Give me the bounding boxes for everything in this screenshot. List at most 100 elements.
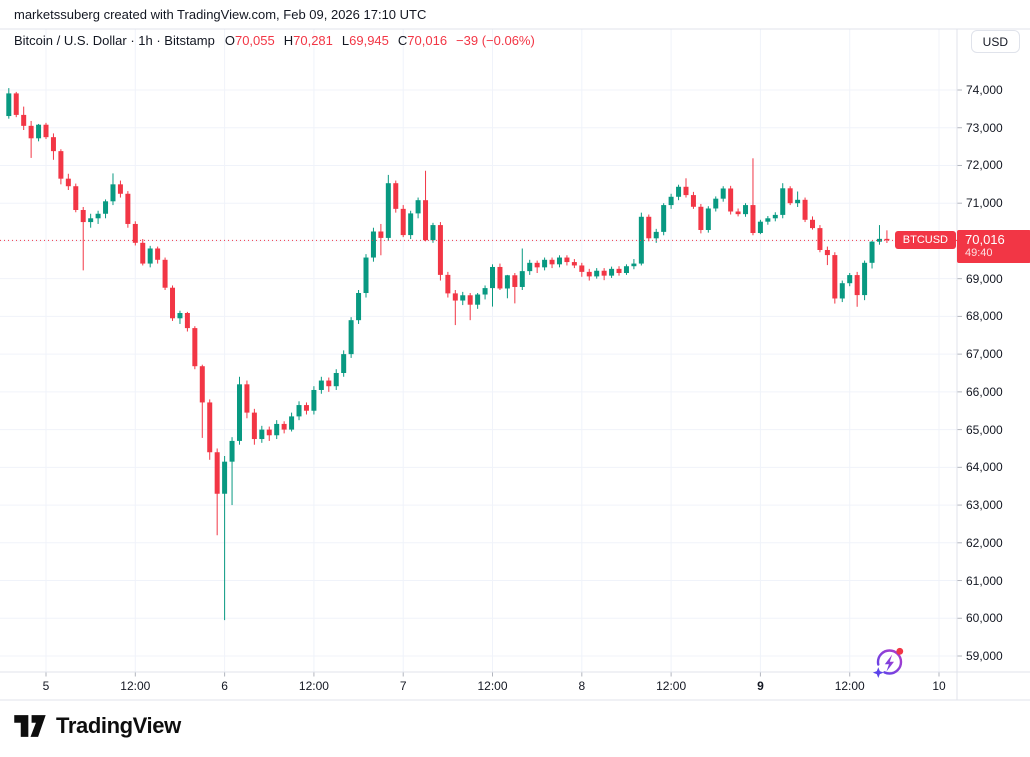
candle-body (527, 262, 533, 272)
candle-body (95, 213, 101, 219)
candle-body (616, 268, 622, 274)
candle-body (311, 389, 317, 411)
high-value: 70,281 (293, 33, 333, 48)
candle-body (772, 214, 778, 219)
price-tick-label: 68,000 (966, 309, 1003, 324)
candle-body (58, 151, 64, 179)
candle-body (348, 320, 354, 355)
time-axis[interactable]: 5 12:00 6 12:00 7 12:00 8 12:00 9 12:00 10 (0, 672, 957, 700)
candle-body (318, 380, 324, 390)
candle-body (229, 440, 235, 462)
candle-body (467, 295, 473, 305)
time-tick-label: 12:00 (298, 679, 329, 693)
candle-body (36, 124, 42, 139)
candle-body (363, 257, 369, 294)
candle-body (765, 218, 771, 222)
candle-body (824, 249, 830, 256)
candle-body (728, 188, 734, 212)
time-tick-label: 12:00 (656, 679, 687, 693)
candle-body (147, 248, 153, 264)
candle-body (802, 199, 808, 220)
price-tick-label: 60,000 (966, 611, 1003, 626)
candle-body (780, 188, 786, 215)
candle-body (251, 412, 257, 440)
candle-body (65, 178, 71, 187)
candle-body (490, 266, 496, 289)
candle-body (192, 328, 198, 367)
candle-body (88, 218, 94, 223)
candle-body (854, 275, 860, 296)
candle-body (73, 186, 79, 210)
price-tick-label: 63,000 (966, 498, 1003, 513)
candle-body (170, 287, 176, 319)
candle-body (103, 201, 109, 214)
candle-body (534, 262, 540, 268)
candle-body (140, 242, 146, 264)
price-tick-label: 71,000 (966, 196, 1003, 211)
candle-body (571, 262, 577, 266)
candle-body (601, 270, 607, 276)
candle-body (437, 225, 443, 275)
time-tick-label: 12:00 (120, 679, 151, 693)
candle-body (884, 238, 890, 241)
candle-body (341, 354, 347, 373)
candle-body (222, 461, 228, 494)
candle-body (757, 221, 763, 234)
time-tick-label: 12:00 (834, 679, 865, 693)
candle-body (638, 216, 644, 264)
candle-body (207, 402, 213, 453)
last-price-label: 70,016 49:40 (957, 230, 1030, 264)
candle-body (28, 125, 34, 139)
currency-toggle-button[interactable]: USD (970, 30, 1020, 53)
candle-body (259, 429, 265, 440)
candle-body (661, 205, 667, 232)
candle-body (832, 255, 838, 299)
price-axis[interactable]: 74,00073,00072,00071,00070,00069,00068,0… (957, 29, 1030, 672)
candle-body (713, 198, 719, 209)
candle-body (690, 195, 696, 207)
candle-body (385, 183, 391, 238)
candle-body (452, 293, 458, 301)
candle-body (333, 373, 339, 387)
candle-body (430, 225, 436, 241)
candle-body (817, 228, 823, 250)
chart-legend: Bitcoin / U.S. Dollar · 1h · Bitstamp O 70… (14, 33, 535, 48)
tradingview-footer-link[interactable]: TradingView (14, 713, 181, 739)
candle-body (296, 405, 302, 417)
candle-body (378, 231, 384, 238)
symbol-title[interactable]: Bitcoin / U.S. Dollar · 1h · Bitstamp (14, 33, 215, 48)
candle-body (460, 295, 466, 301)
candle-body (214, 452, 220, 494)
candle-body (13, 93, 19, 115)
time-tick-label: 6 (221, 679, 228, 693)
price-tick-label: 66,000 (966, 384, 1003, 399)
ai-refresh-lightning-icon[interactable] (866, 640, 912, 686)
candle-countdown: 49:40 (965, 247, 993, 260)
candle-body (623, 266, 629, 274)
candle-body (400, 208, 406, 236)
candle-body (356, 293, 362, 321)
candle-body (646, 216, 652, 239)
last-price-value: 70,016 (965, 232, 1005, 248)
price-tick-label: 62,000 (966, 535, 1003, 550)
candle-body (475, 294, 481, 305)
brand-name: TradingView (56, 713, 181, 738)
candle-body (393, 183, 399, 209)
candle-body (512, 275, 518, 287)
candle-body (281, 423, 287, 430)
candle-body (869, 241, 875, 263)
price-tick-label: 73,000 (966, 120, 1003, 135)
candle-body (876, 238, 882, 242)
change-value: −39 (−0.06%) (456, 33, 535, 48)
price-tick-label: 67,000 (966, 347, 1003, 362)
close-label: C (397, 33, 408, 48)
candle-body (564, 257, 570, 263)
candle-body (497, 266, 503, 289)
open-label: O (224, 33, 235, 48)
candle-body (289, 416, 295, 430)
time-tick-label: 10 (932, 679, 946, 693)
candle-body (683, 186, 689, 196)
candle-body (586, 271, 592, 277)
time-tick-label: 8 (578, 679, 586, 693)
